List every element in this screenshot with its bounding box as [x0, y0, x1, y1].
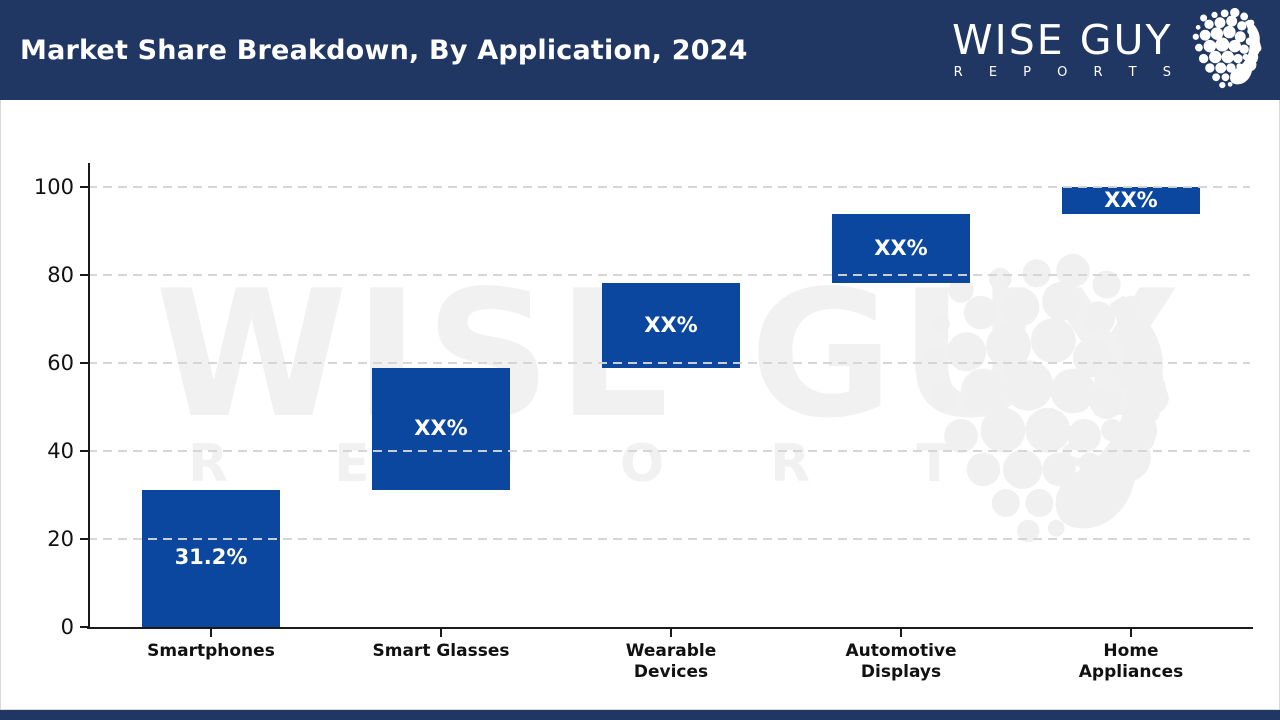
x-tick-mark	[440, 629, 442, 637]
gridline-80	[88, 274, 1250, 276]
footer-bar	[0, 710, 1280, 720]
y-tick-mark	[80, 362, 88, 364]
logo-dot-head-icon	[1188, 7, 1266, 93]
y-tick-label: 60	[47, 351, 74, 375]
gridline-20	[88, 538, 1250, 540]
y-tick-label: 40	[47, 439, 74, 463]
x-tick-mark	[1130, 629, 1132, 637]
x-axis-line	[87, 627, 1253, 629]
bar-home-appliances	[1062, 187, 1200, 215]
bar-value-label-smart-glasses: XX%	[414, 416, 468, 440]
logo-wiseguy-text: WISE GUY	[952, 16, 1173, 64]
bar-value-label-wearable-devices: XX%	[644, 312, 698, 337]
gridline-60	[88, 362, 1250, 364]
watermark-reports-text: R E P O R T S	[188, 434, 1140, 494]
y-tick-label: 0	[60, 615, 74, 639]
x-tick-mark	[670, 629, 672, 637]
logo-reports-text: R E P O R T S	[953, 65, 1182, 80]
bar-wearable-devices	[602, 282, 740, 369]
y-tick-mark	[80, 538, 88, 540]
header-bar: Market Share Breakdown, By Application, …	[0, 0, 1280, 100]
x-category-label-smart-glasses: Smart Glasses	[372, 641, 510, 661]
bar-smartphones	[142, 489, 280, 627]
x-category-label-wearable-devices: Wearable Devices	[625, 641, 717, 683]
y-tick-mark	[80, 626, 88, 628]
x-tick-mark	[900, 629, 902, 637]
x-tick-mark	[210, 629, 212, 637]
y-tick-label: 80	[47, 263, 74, 287]
gridline-100	[88, 186, 1250, 188]
x-category-label-smartphones: Smartphones	[147, 641, 275, 661]
x-category-label-home-appliances: Home Appliances	[1078, 641, 1184, 683]
bar-value-label-home-appliances: XX%	[1104, 187, 1158, 212]
x-category-label-automotive-displays: Automotive Displays	[845, 641, 957, 683]
y-axis-line	[88, 163, 90, 629]
bar-smart-glasses	[372, 368, 510, 490]
bar-value-label-automotive-displays: XX%	[874, 235, 928, 260]
logo-text: WISE GUY R E P O R T S	[943, 16, 1182, 81]
footer-divider	[0, 709, 1280, 710]
y-tick-mark	[80, 450, 88, 452]
bar-value-label-smartphones: 31.2%	[174, 545, 248, 570]
y-tick-mark	[80, 186, 88, 188]
chart-title: Market Share Breakdown, By Application, …	[20, 34, 748, 66]
y-tick-label: 100	[33, 175, 74, 199]
y-tick-label: 20	[47, 527, 74, 551]
y-tick-mark	[80, 274, 88, 276]
gridline-40	[88, 450, 1250, 452]
wiseguy-logo: WISE GUY R E P O R T S	[943, 7, 1266, 93]
